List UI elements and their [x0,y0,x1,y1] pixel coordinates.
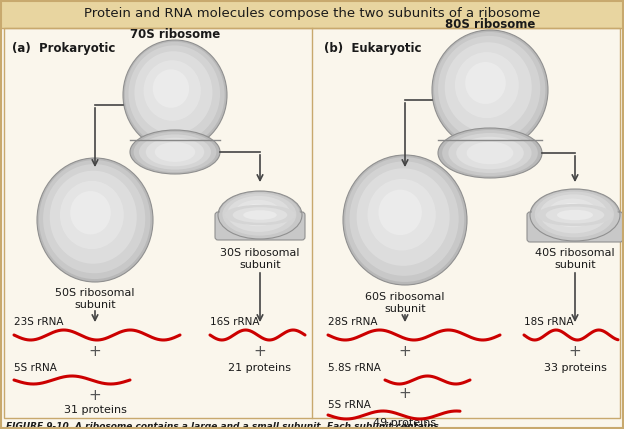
Ellipse shape [537,204,613,226]
Text: 31 proteins: 31 proteins [64,405,127,415]
Ellipse shape [70,191,111,234]
Ellipse shape [134,132,217,172]
Ellipse shape [548,199,597,227]
Text: +: + [568,344,582,360]
Bar [0,0,624,28]
Ellipse shape [556,203,587,221]
Ellipse shape [445,42,532,132]
Ellipse shape [139,134,211,169]
Ellipse shape [218,191,302,239]
Ellipse shape [39,160,150,279]
Text: 21 proteins: 21 proteins [228,363,291,373]
Ellipse shape [60,181,124,249]
Ellipse shape [235,200,281,226]
Ellipse shape [50,171,137,264]
Text: 50S ribosomal
subunit: 50S ribosomal subunit [56,288,135,310]
Text: 5S rRNA: 5S rRNA [14,363,57,373]
Text: +: + [399,420,411,429]
Ellipse shape [153,69,189,108]
Ellipse shape [144,60,201,121]
Text: 49 proteins: 49 proteins [373,418,437,428]
Ellipse shape [379,190,422,235]
Text: 5S rRNA: 5S rRNA [328,400,371,410]
Text: (a)  Prokaryotic: (a) Prokaryotic [12,42,115,55]
Text: Protein and RNA molecules compose the two subunits of a ribosome: Protein and RNA molecules compose the tw… [84,7,540,21]
Ellipse shape [449,133,532,173]
Text: 28S rRNA: 28S rRNA [328,317,378,327]
Ellipse shape [123,40,227,150]
Ellipse shape [242,204,271,221]
Ellipse shape [222,193,296,236]
Ellipse shape [233,207,287,223]
Text: 5.8S rRNA: 5.8S rRNA [328,363,381,373]
Ellipse shape [349,161,459,276]
Text: 80S ribosome: 80S ribosome [445,18,535,31]
Ellipse shape [465,62,506,104]
Ellipse shape [455,52,519,118]
Text: +: + [399,386,411,401]
Ellipse shape [368,179,436,251]
Ellipse shape [243,210,277,220]
Ellipse shape [224,205,296,225]
Ellipse shape [434,32,545,147]
Text: +: + [253,344,266,360]
Ellipse shape [125,42,225,148]
Text: 16S rRNA: 16S rRNA [210,317,260,327]
Ellipse shape [129,45,220,142]
Ellipse shape [532,190,618,240]
Ellipse shape [467,142,514,164]
Text: +: + [89,389,101,404]
Ellipse shape [546,206,604,224]
Ellipse shape [146,138,204,166]
Text: 18S rRNA: 18S rRNA [524,317,573,327]
Ellipse shape [130,130,220,174]
Ellipse shape [438,36,540,142]
Ellipse shape [43,164,145,273]
Ellipse shape [37,158,153,282]
Ellipse shape [227,196,290,232]
Ellipse shape [134,51,212,134]
Ellipse shape [432,30,548,150]
Text: +: + [89,344,101,360]
Ellipse shape [357,168,450,266]
Ellipse shape [438,128,542,178]
Text: 60S ribosomal
subunit: 60S ribosomal subunit [365,292,445,314]
Text: 30S ribosomal
subunit: 30S ribosomal subunit [220,248,300,269]
Ellipse shape [343,155,467,285]
Text: +: + [399,344,411,360]
Ellipse shape [220,192,300,238]
Ellipse shape [442,130,538,176]
Ellipse shape [540,194,607,233]
FancyBboxPatch shape [215,212,305,240]
Ellipse shape [345,157,464,282]
Ellipse shape [535,192,614,237]
Ellipse shape [557,210,593,220]
Ellipse shape [155,142,195,162]
Text: 33 proteins: 33 proteins [544,363,607,373]
Text: 40S ribosomal
subunit: 40S ribosomal subunit [535,248,615,269]
Ellipse shape [456,137,524,169]
FancyBboxPatch shape [527,212,623,242]
Text: 70S ribosome: 70S ribosome [130,28,220,42]
Text: FIGURE 9-10  A ribosome contains a large and a small subunit. Each subunit conta: FIGURE 9-10 A ribosome contains a large … [6,422,439,429]
Text: (b)  Eukaryotic: (b) Eukaryotic [324,42,421,55]
Text: 23S rRNA: 23S rRNA [14,317,64,327]
Ellipse shape [530,189,620,241]
